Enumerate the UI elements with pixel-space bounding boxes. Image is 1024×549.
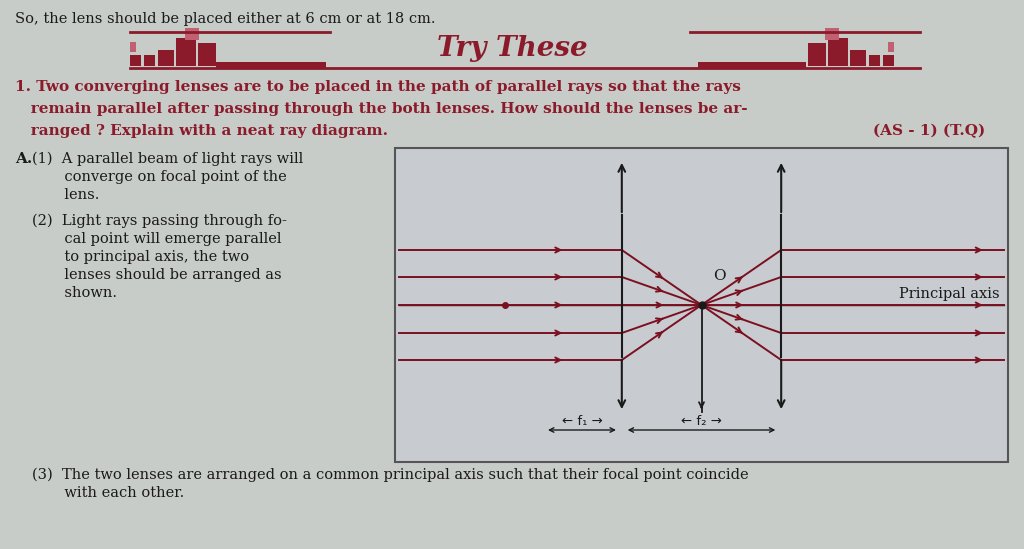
Bar [185,28,199,40]
Bar [144,55,155,66]
Text: ranged ? Explain with a neat ray diagram.: ranged ? Explain with a neat ray diagram… [15,124,388,138]
Bar [198,43,216,66]
Text: lenses should be arranged as: lenses should be arranged as [32,268,282,282]
Bar [176,38,196,66]
Text: (2)  Light rays passing through fo-: (2) Light rays passing through fo- [32,214,287,228]
Bar [850,50,866,66]
Bar [883,55,894,66]
Bar [869,55,880,66]
Text: cal point will emerge parallel: cal point will emerge parallel [32,232,282,246]
Bar [888,42,894,52]
Bar [158,50,174,66]
Text: (1)  A parallel beam of light rays will: (1) A parallel beam of light rays will [32,152,303,166]
Text: O: O [713,269,726,283]
Text: converge on focal point of the: converge on focal point of the [32,170,287,184]
Text: lens.: lens. [32,188,99,202]
Text: So, the lens should be placed either at 6 cm or at 18 cm.: So, the lens should be placed either at … [15,12,435,26]
Text: ← f₁ →: ← f₁ → [561,415,602,428]
Bar [825,28,839,40]
Text: A.: A. [15,152,32,166]
Bar [828,38,848,66]
Text: (3)  The two lenses are arranged on a common principal axis such that their foca: (3) The two lenses are arranged on a com… [32,468,749,483]
Bar [216,62,326,68]
Text: Try These: Try These [436,36,588,63]
Bar [395,148,1008,462]
Bar [698,62,806,68]
Bar [130,42,136,52]
Text: (AS - 1) (T.Q): (AS - 1) (T.Q) [872,124,985,138]
Text: Principal axis: Principal axis [899,287,1000,301]
Bar [130,55,141,66]
Text: remain parallel after passing through the both lenses. How should the lenses be : remain parallel after passing through th… [15,102,748,116]
Text: 1. Two converging lenses are to be placed in the path of parallel rays so that t: 1. Two converging lenses are to be place… [15,80,741,94]
Bar [808,43,826,66]
Text: shown.: shown. [32,286,117,300]
Text: to principal axis, the two: to principal axis, the two [32,250,249,264]
Text: with each other.: with each other. [32,486,184,500]
Text: ← f₂ →: ← f₂ → [681,415,722,428]
